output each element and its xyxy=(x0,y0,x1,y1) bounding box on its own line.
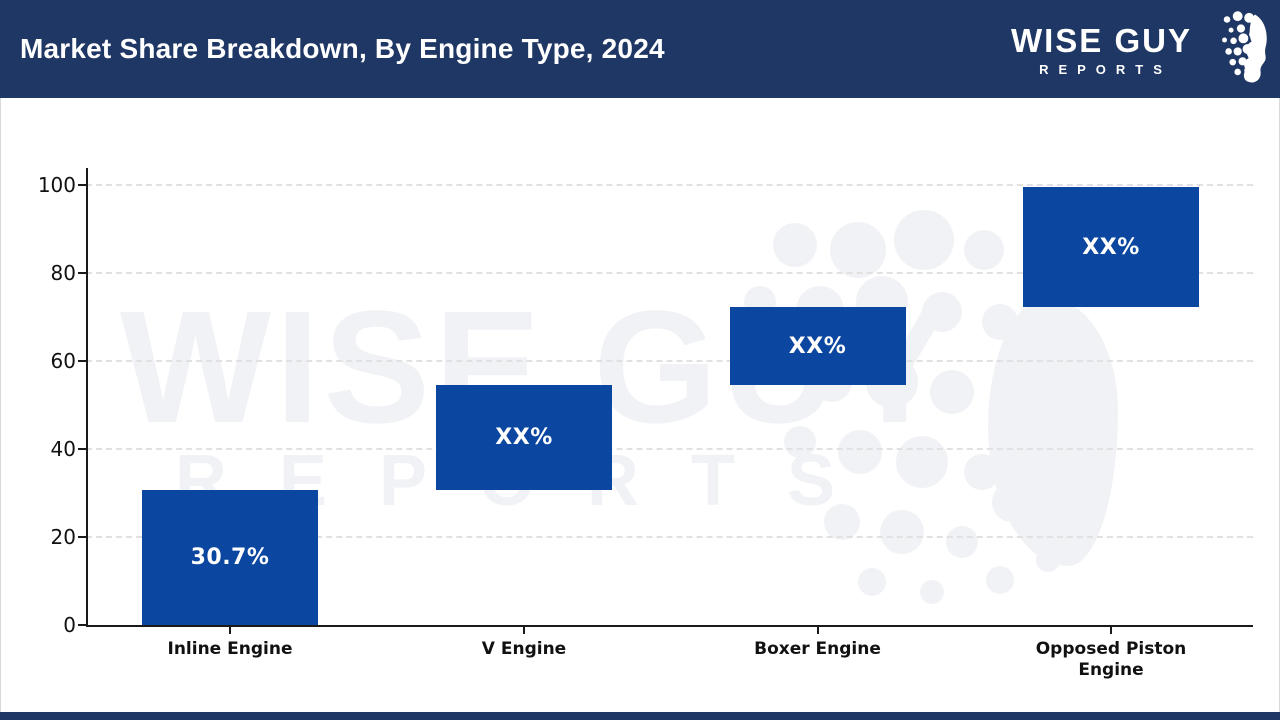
y-tick-label-80: 80 xyxy=(50,261,76,285)
y-tick-label-0: 0 xyxy=(63,613,76,637)
watermark-dot xyxy=(838,430,882,474)
watermark-dot xyxy=(964,454,1000,490)
y-tick-label-40: 40 xyxy=(50,437,76,461)
y-tick-60 xyxy=(78,360,86,362)
chart-title: Market Share Breakdown, By Engine Type, … xyxy=(20,33,665,64)
gridline-20 xyxy=(86,536,1253,538)
logo-wordmark-line2: REPORTS xyxy=(1039,61,1172,77)
gridline-40 xyxy=(86,448,1253,450)
wise-guy-logo: WISE GUY REPORTS xyxy=(1011,8,1268,90)
footer-bar xyxy=(0,712,1280,720)
watermark-dot xyxy=(992,482,1032,522)
gridline-80 xyxy=(86,272,1253,274)
watermark-dot xyxy=(982,304,1018,340)
x-category-label-v-engine: V Engine xyxy=(481,639,567,659)
bar-value-label-boxer-engine: XX% xyxy=(788,333,847,359)
watermark-dot xyxy=(986,566,1014,594)
watermark-dot xyxy=(896,436,948,488)
gridline-60 xyxy=(86,360,1253,362)
watermark-dot xyxy=(946,526,978,558)
x-axis-line xyxy=(86,625,1253,627)
watermark-dot xyxy=(858,568,886,596)
bar-value-label-inline-engine: 30.7% xyxy=(190,544,270,570)
y-axis-line xyxy=(86,168,88,627)
y-tick-label-60: 60 xyxy=(50,349,76,373)
logo-face-icon xyxy=(1222,11,1267,83)
bar-value-label-opposed-piston-engine: XX% xyxy=(1082,234,1140,260)
watermark-dot xyxy=(964,230,1004,270)
watermark-dot xyxy=(930,370,974,414)
gridline-100 xyxy=(86,184,1253,186)
watermark-dot xyxy=(880,510,924,554)
y-tick-label-100: 100 xyxy=(37,173,76,197)
watermark-dot xyxy=(784,426,816,458)
x-tick-inline-engine xyxy=(229,627,231,634)
x-category-label-boxer-engine: Boxer Engine xyxy=(754,639,881,659)
bar-value-label-v-engine: XX% xyxy=(495,425,553,451)
y-tick-100 xyxy=(78,184,86,186)
watermark-dot xyxy=(894,210,954,270)
bar-boxer-engine: XX% xyxy=(729,307,906,386)
x-tick-opposed-piston-engine xyxy=(1110,627,1112,634)
watermark-dot xyxy=(773,223,817,267)
x-tick-v-engine xyxy=(523,627,525,634)
bar-opposed-piston-engine: XX% xyxy=(1023,186,1199,308)
bar-v-engine: XX% xyxy=(436,385,612,490)
y-tick-40 xyxy=(78,448,86,450)
x-category-label-opposed-piston-engine: Opposed Piston Engine xyxy=(1035,639,1187,680)
y-tick-0 xyxy=(78,624,86,626)
x-category-label-inline-engine: Inline Engine xyxy=(167,639,293,659)
y-tick-label-20: 20 xyxy=(50,525,76,549)
watermark-dot xyxy=(922,292,962,332)
watermark-dot xyxy=(830,222,886,278)
header-bar: Market Share Breakdown, By Engine Type, … xyxy=(0,0,1280,98)
watermark-dot xyxy=(1022,342,1062,382)
y-tick-80 xyxy=(78,272,86,274)
watermark-dot xyxy=(1008,398,1056,446)
watermark-dot xyxy=(824,504,860,540)
watermark-dot xyxy=(1036,548,1060,572)
bar-inline-engine: 30.7% xyxy=(142,489,318,625)
logo-wordmark-line1: WISE GUY xyxy=(1010,21,1192,59)
logo-wordmark: WISE GUY REPORTS xyxy=(1011,22,1192,77)
watermark-dot xyxy=(920,580,944,604)
x-tick-boxer-engine xyxy=(816,627,819,634)
y-tick-20 xyxy=(78,536,86,538)
